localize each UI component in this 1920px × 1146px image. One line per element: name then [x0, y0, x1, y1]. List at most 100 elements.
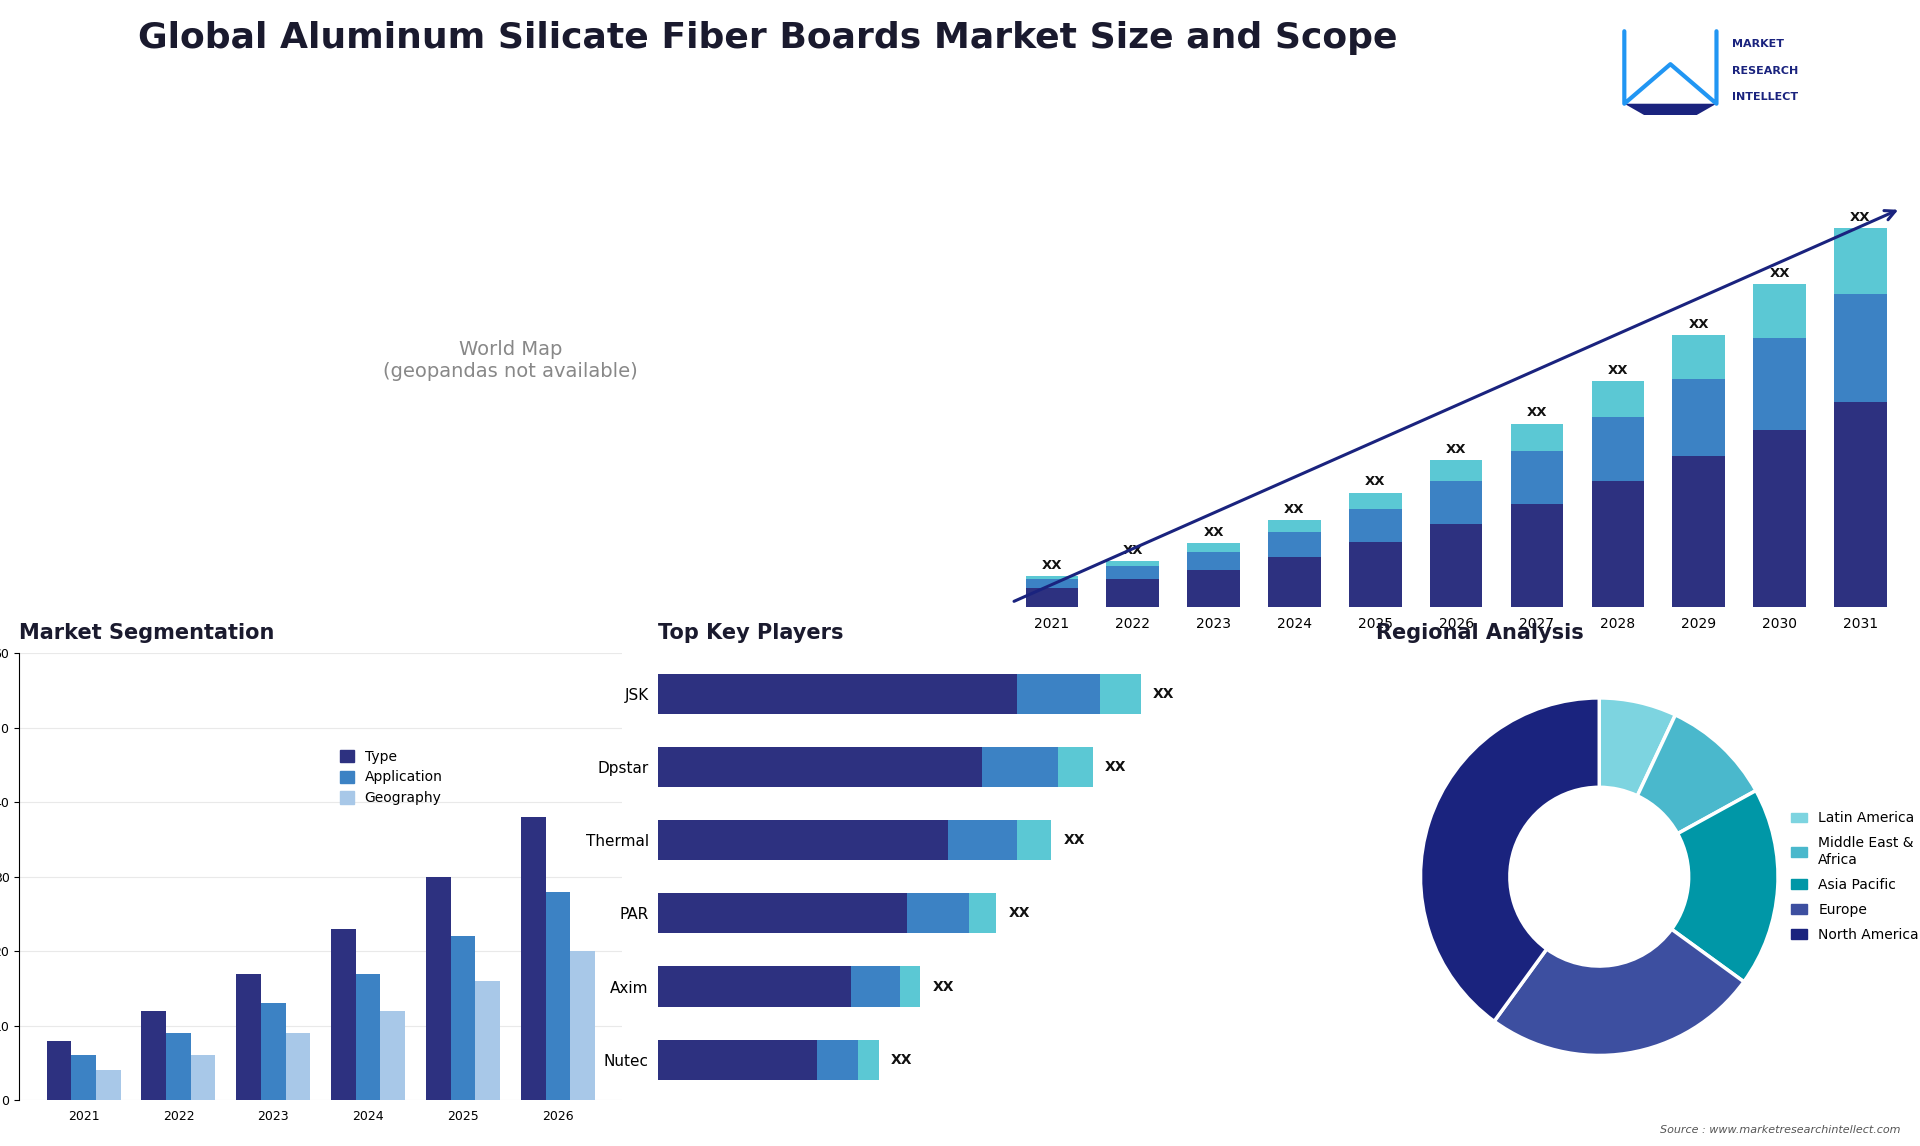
Text: Market Segmentation: Market Segmentation: [19, 623, 275, 643]
Bar: [1592, 380, 1644, 417]
Text: XX: XX: [1365, 476, 1386, 488]
Bar: [1753, 284, 1807, 338]
Bar: [236, 974, 261, 1100]
Bar: [1430, 481, 1482, 524]
Bar: [286, 1034, 311, 1100]
Text: INTELLECT: INTELLECT: [1732, 92, 1797, 102]
Text: XX: XX: [1526, 407, 1548, 419]
Text: XX: XX: [933, 980, 954, 994]
Bar: [1350, 493, 1402, 509]
Bar: [380, 1011, 405, 1100]
Bar: [1025, 576, 1079, 580]
Bar: [818, 1039, 858, 1080]
Bar: [1834, 295, 1887, 402]
Wedge shape: [1672, 791, 1778, 982]
Wedge shape: [1494, 929, 1743, 1055]
Bar: [1672, 335, 1724, 379]
Bar: [968, 893, 996, 934]
Legend: Type, Application, Geography: Type, Application, Geography: [340, 749, 444, 806]
Bar: [1187, 543, 1240, 551]
Bar: [659, 747, 983, 787]
Bar: [1430, 460, 1482, 481]
Text: Global Aluminum Silicate Fiber Boards Market Size and Scope: Global Aluminum Silicate Fiber Boards Ma…: [138, 21, 1398, 55]
Bar: [1058, 747, 1092, 787]
Bar: [1018, 819, 1052, 861]
Bar: [167, 1034, 190, 1100]
Bar: [261, 1004, 286, 1100]
Bar: [451, 936, 476, 1100]
Bar: [46, 1041, 71, 1100]
Bar: [190, 1055, 215, 1100]
Bar: [1592, 481, 1644, 607]
Bar: [330, 928, 355, 1100]
Bar: [1106, 580, 1160, 607]
Text: XX: XX: [891, 1053, 912, 1067]
Text: XX: XX: [1768, 267, 1789, 280]
Bar: [1106, 562, 1160, 566]
Bar: [570, 951, 595, 1100]
Text: Source : www.marketresearchintellect.com: Source : www.marketresearchintellect.com: [1661, 1124, 1901, 1135]
Bar: [1106, 566, 1160, 580]
Bar: [851, 966, 900, 1006]
Legend: Latin America, Middle East &
Africa, Asia Pacific, Europe, North America: Latin America, Middle East & Africa, Asi…: [1786, 806, 1920, 948]
Bar: [659, 674, 1018, 714]
Bar: [1350, 542, 1402, 607]
Bar: [1269, 520, 1321, 532]
Bar: [545, 892, 570, 1100]
Bar: [659, 819, 948, 861]
Bar: [520, 817, 545, 1100]
Wedge shape: [1599, 698, 1676, 795]
Bar: [1511, 424, 1563, 452]
Text: World Map
(geopandas not available): World Map (geopandas not available): [384, 340, 637, 382]
Bar: [900, 966, 920, 1006]
Text: XX: XX: [1043, 559, 1062, 572]
Text: Top Key Players: Top Key Players: [659, 623, 845, 643]
Bar: [1834, 228, 1887, 295]
Bar: [1018, 674, 1100, 714]
Bar: [983, 747, 1058, 787]
Bar: [906, 893, 968, 934]
Bar: [858, 1039, 879, 1080]
Bar: [1753, 430, 1807, 607]
Bar: [355, 974, 380, 1100]
Bar: [71, 1055, 96, 1100]
Bar: [1100, 674, 1140, 714]
Polygon shape: [1624, 103, 1716, 131]
Bar: [476, 981, 499, 1100]
Text: XX: XX: [1851, 211, 1870, 225]
Bar: [1672, 379, 1724, 456]
Bar: [96, 1070, 121, 1100]
Bar: [1834, 402, 1887, 607]
Bar: [1511, 452, 1563, 504]
Bar: [142, 1011, 167, 1100]
Text: XX: XX: [1154, 686, 1175, 700]
Bar: [1350, 509, 1402, 542]
Text: RESEARCH: RESEARCH: [1732, 65, 1799, 76]
Bar: [1430, 524, 1482, 607]
Text: XX: XX: [1607, 363, 1628, 377]
Bar: [659, 1039, 818, 1080]
Text: XX: XX: [1104, 760, 1127, 774]
Text: XX: XX: [1284, 503, 1306, 517]
Text: XX: XX: [1688, 317, 1709, 331]
Bar: [1753, 338, 1807, 430]
Text: MARKET: MARKET: [1732, 39, 1784, 49]
Wedge shape: [1638, 715, 1757, 833]
Bar: [659, 966, 851, 1006]
Text: XX: XX: [1123, 544, 1142, 557]
Bar: [1269, 532, 1321, 557]
Bar: [1269, 557, 1321, 607]
Text: XX: XX: [1204, 526, 1223, 540]
Bar: [1025, 588, 1079, 607]
Text: XX: XX: [1446, 442, 1467, 456]
Wedge shape: [1421, 698, 1599, 1021]
Text: Regional Analysis: Regional Analysis: [1377, 623, 1584, 643]
Bar: [659, 893, 906, 934]
Bar: [948, 819, 1018, 861]
Bar: [1025, 580, 1079, 588]
Bar: [1187, 551, 1240, 570]
Bar: [426, 877, 451, 1100]
Text: XX: XX: [1064, 833, 1085, 847]
Bar: [1672, 456, 1724, 607]
Bar: [1511, 504, 1563, 607]
